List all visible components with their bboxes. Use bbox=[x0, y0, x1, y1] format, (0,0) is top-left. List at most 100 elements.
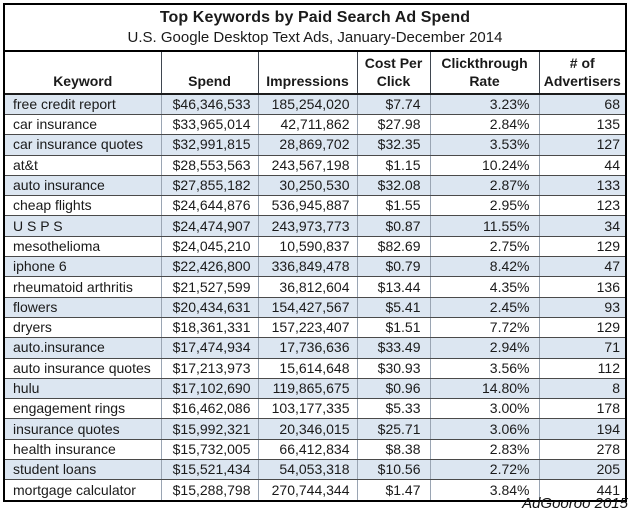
header-cost-per-click: Cost Per Click bbox=[357, 52, 431, 95]
cell-spend: $15,732,005 bbox=[161, 439, 259, 461]
cell-keyword: flowers bbox=[5, 297, 162, 318]
cell-impressions: 28,869,702 bbox=[258, 134, 358, 156]
cell-clickthrough-rate: 3.53% bbox=[430, 134, 540, 156]
chart-title: Top Keywords by Paid Search Ad Spend bbox=[159, 9, 471, 26]
cell-cost-per-click: $32.35 bbox=[357, 134, 431, 156]
cell-cost-per-click: $10.56 bbox=[357, 459, 431, 481]
cell-clickthrough-rate: 2.72% bbox=[430, 459, 540, 481]
cell-spend: $17,102,690 bbox=[161, 378, 259, 400]
cell-clickthrough-rate: 3.84% bbox=[430, 479, 540, 501]
cell-keyword: iphone 6 bbox=[5, 256, 162, 278]
cell-cost-per-click: $13.44 bbox=[357, 276, 431, 298]
header-clickthrough-rate: Clickthrough Rate bbox=[430, 52, 540, 95]
cell-clickthrough-rate: 8.42% bbox=[430, 256, 540, 278]
table-row: at&t $28,553,563 243,567,198 $1.15 10.24… bbox=[5, 155, 625, 176]
table-row: rheumatoid arthritis $21,527,599 36,812,… bbox=[5, 276, 625, 298]
table-row: flowers $20,434,631 154,427,567 $5.41 2.… bbox=[5, 297, 625, 318]
table-row: dryers $18,361,331 157,223,407 $1.51 7.7… bbox=[5, 317, 625, 339]
cell-impressions: 17,736,636 bbox=[258, 337, 358, 359]
cell-spend: $24,644,876 bbox=[161, 195, 259, 217]
cell-keyword: car insurance bbox=[5, 114, 162, 136]
cell-keyword: health insurance bbox=[5, 439, 162, 461]
cell-keyword: hulu bbox=[5, 378, 162, 400]
cell-keyword: mesothelioma bbox=[5, 236, 162, 258]
cell-impressions: 185,254,020 bbox=[258, 94, 358, 115]
cell-clickthrough-rate: 3.23% bbox=[430, 94, 540, 115]
cell-impressions: 119,865,675 bbox=[258, 378, 358, 400]
cell-keyword: dryers bbox=[5, 317, 162, 339]
cell-clickthrough-rate: 3.56% bbox=[430, 358, 540, 379]
cell-advertisers: 129 bbox=[539, 317, 625, 339]
cell-advertisers: 123 bbox=[539, 195, 625, 217]
table-row: U S P S $24,474,907 243,973,773 $0.87 11… bbox=[5, 215, 625, 237]
cell-clickthrough-rate: 10.24% bbox=[430, 155, 540, 176]
cell-advertisers: 133 bbox=[539, 175, 625, 197]
cell-clickthrough-rate: 14.80% bbox=[430, 378, 540, 400]
cell-advertisers: 68 bbox=[539, 94, 625, 115]
cell-spend: $27,855,182 bbox=[161, 175, 259, 197]
table-row: student loans $15,521,434 54,053,318 $10… bbox=[5, 459, 625, 481]
cell-impressions: 536,945,887 bbox=[258, 195, 358, 217]
cell-spend: $32,991,815 bbox=[161, 134, 259, 156]
cell-spend: $15,521,434 bbox=[161, 459, 259, 481]
cell-spend: $21,527,599 bbox=[161, 276, 259, 298]
cell-cost-per-click: $1.51 bbox=[357, 317, 431, 339]
cell-clickthrough-rate: 2.87% bbox=[430, 175, 540, 197]
cell-cost-per-click: $82.69 bbox=[357, 236, 431, 258]
cell-advertisers: 278 bbox=[539, 439, 625, 461]
table-row: health insurance $15,732,005 66,412,834 … bbox=[5, 439, 625, 461]
chart-subtitle: U.S. Google Desktop Text Ads, January-De… bbox=[127, 29, 503, 46]
cell-clickthrough-rate: 3.00% bbox=[430, 398, 540, 420]
header-spend: Spend bbox=[161, 52, 259, 95]
cell-impressions: 154,427,567 bbox=[258, 297, 358, 318]
cell-keyword: at&t bbox=[5, 155, 162, 176]
cell-impressions: 270,744,344 bbox=[258, 479, 358, 501]
cell-impressions: 243,567,198 bbox=[258, 155, 358, 176]
cell-clickthrough-rate: 7.72% bbox=[430, 317, 540, 339]
cell-keyword: engagement rings bbox=[5, 398, 162, 420]
cell-clickthrough-rate: 2.84% bbox=[430, 114, 540, 136]
cell-cost-per-click: $7.74 bbox=[357, 94, 431, 115]
cell-impressions: 10,590,837 bbox=[258, 236, 358, 258]
table-row: insurance quotes $15,992,321 20,346,015 … bbox=[5, 418, 625, 440]
cell-keyword: free credit report bbox=[5, 94, 162, 115]
cell-keyword: auto insurance quotes bbox=[5, 358, 162, 379]
table-row: free credit report $46,346,533 185,254,0… bbox=[5, 94, 625, 115]
cell-impressions: 157,223,407 bbox=[258, 317, 358, 339]
cell-spend: $17,213,973 bbox=[161, 358, 259, 379]
cell-spend: $15,992,321 bbox=[161, 418, 259, 440]
table-row: iphone 6 $22,426,800 336,849,478 $0.79 8… bbox=[5, 256, 625, 278]
header-advertisers: # of Advertisers bbox=[539, 52, 625, 95]
cell-clickthrough-rate: 2.95% bbox=[430, 195, 540, 217]
cell-impressions: 15,614,648 bbox=[258, 358, 358, 379]
table-frame: Top Keywords by Paid Search Ad Spend U.S… bbox=[3, 3, 627, 503]
cell-keyword: auto.insurance bbox=[5, 337, 162, 359]
cell-spend: $20,434,631 bbox=[161, 297, 259, 318]
cell-impressions: 103,177,335 bbox=[258, 398, 358, 420]
cell-spend: $22,426,800 bbox=[161, 256, 259, 278]
cell-advertisers: 136 bbox=[539, 276, 625, 298]
cell-cost-per-click: $0.79 bbox=[357, 256, 431, 278]
cell-advertisers: 71 bbox=[539, 337, 625, 359]
cell-keyword: auto insurance bbox=[5, 175, 162, 197]
cell-advertisers: 178 bbox=[539, 398, 625, 420]
cell-advertisers: 44 bbox=[539, 155, 625, 176]
cell-cost-per-click: $0.87 bbox=[357, 215, 431, 237]
cell-cost-per-click: $1.55 bbox=[357, 195, 431, 217]
cell-impressions: 36,812,604 bbox=[258, 276, 358, 298]
cell-advertisers: 34 bbox=[539, 215, 625, 237]
cell-cost-per-click: $0.96 bbox=[357, 378, 431, 400]
cell-spend: $17,474,934 bbox=[161, 337, 259, 359]
table-row: hulu $17,102,690 119,865,675 $0.96 14.80… bbox=[5, 378, 625, 400]
cell-advertisers: 205 bbox=[539, 459, 625, 481]
cell-keyword: cheap flights bbox=[5, 195, 162, 217]
table-row: engagement rings $16,462,086 103,177,335… bbox=[5, 398, 625, 420]
cell-advertisers: 112 bbox=[539, 358, 625, 379]
cell-clickthrough-rate: 4.35% bbox=[430, 276, 540, 298]
cell-spend: $24,045,210 bbox=[161, 236, 259, 258]
cell-cost-per-click: $33.49 bbox=[357, 337, 431, 359]
cell-advertisers: 129 bbox=[539, 236, 625, 258]
table-row: auto.insurance $17,474,934 17,736,636 $3… bbox=[5, 337, 625, 359]
cell-advertisers: 441 bbox=[596, 481, 620, 498]
